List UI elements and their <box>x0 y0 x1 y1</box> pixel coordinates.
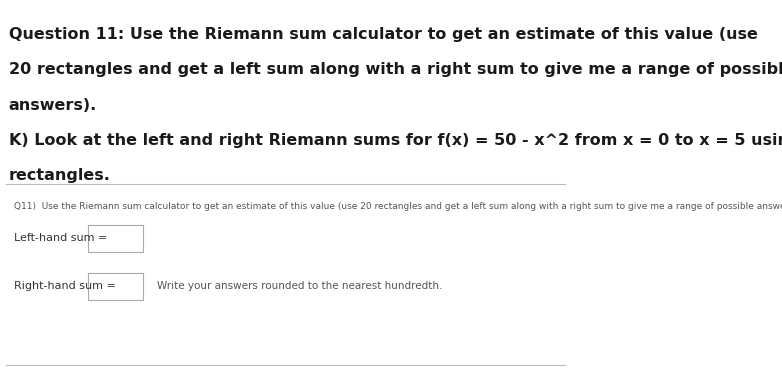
Text: Left-hand sum =: Left-hand sum = <box>14 233 108 243</box>
Text: 20 rectangles and get a left sum along with a right sum to give me a range of po: 20 rectangles and get a left sum along w… <box>9 62 782 77</box>
Text: Question 11: Use the Riemann sum calculator to get an estimate of this value (us: Question 11: Use the Riemann sum calcula… <box>9 27 758 42</box>
Text: Write your answers rounded to the nearest hundredth.: Write your answers rounded to the neares… <box>157 281 443 291</box>
Text: K) Look at the left and right Riemann sums for f(x) = 50 - x^2 from x = 0 to x =: K) Look at the left and right Riemann su… <box>9 133 782 148</box>
Text: answers).: answers). <box>9 98 97 113</box>
FancyBboxPatch shape <box>88 273 142 300</box>
Text: rectangles.: rectangles. <box>9 168 110 183</box>
FancyBboxPatch shape <box>88 225 142 252</box>
Text: Q11)  Use the Riemann sum calculator to get an estimate of this value (use 20 re: Q11) Use the Riemann sum calculator to g… <box>14 202 782 210</box>
Text: Right-hand sum =: Right-hand sum = <box>14 281 117 291</box>
